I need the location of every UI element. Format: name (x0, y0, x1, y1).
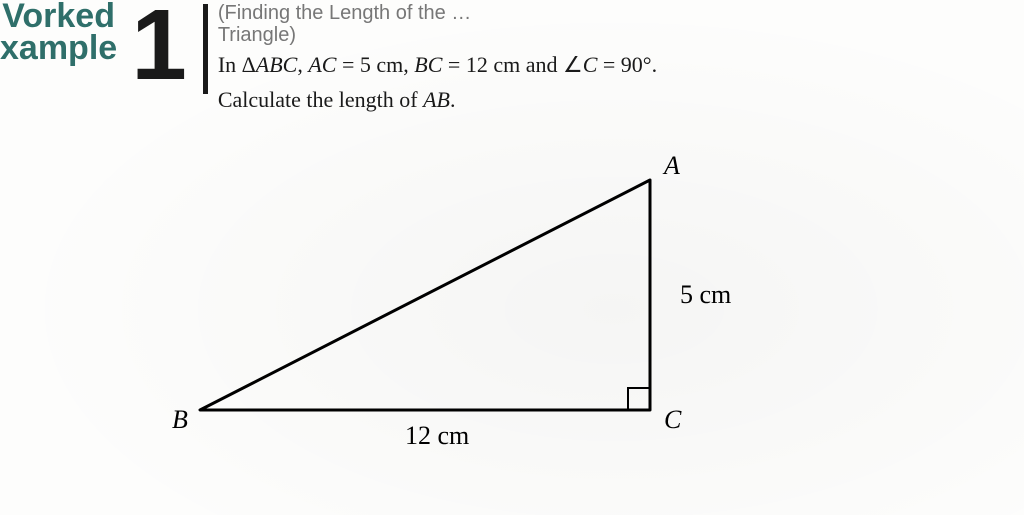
instruction-suffix: . (450, 87, 456, 112)
side2-eq: = 12 cm and ∠ (442, 52, 582, 77)
vertex-C-label: C (664, 405, 682, 434)
worked-example-label: Vorked xample (0, 0, 117, 65)
subtitle-line2: Triangle) (218, 24, 657, 46)
example-number: 1 (131, 0, 187, 90)
side-AC-label: 5 cm (680, 280, 731, 309)
statement-comma1: , (297, 52, 308, 77)
triangle-svg: ABC5 cm12 cm (180, 150, 800, 480)
problem-text-column: (Finding the Length of the … Triangle) I… (218, 0, 657, 116)
vertex-A-label: A (662, 151, 680, 180)
example-word: xample (0, 32, 117, 64)
problem-statement: In ΔABC, AC = 5 cm, BC = 12 cm and ∠C = … (218, 50, 657, 81)
header-row: Vorked xample 1 (Finding the Length of t… (0, 0, 657, 116)
worked-word: Vorked (2, 0, 115, 32)
triangle-diagram: ABC5 cm12 cm (180, 150, 800, 480)
vertex-B-label: B (172, 405, 188, 434)
side2-name: BC (414, 52, 442, 77)
angle-eq: = 90°. (597, 52, 657, 77)
side1-eq: = 5 cm, (336, 52, 414, 77)
vertical-divider (203, 4, 208, 94)
side-BC-label: 12 cm (405, 421, 469, 450)
triangle-name: ABC (256, 52, 298, 77)
subtitle-line1: (Finding the Length of the … (218, 2, 657, 24)
problem-instruction: Calculate the length of AB. (218, 85, 657, 116)
statement-prefix: In Δ (218, 52, 256, 77)
hypotenuse-name: AB (423, 87, 450, 112)
side1-name: AC (308, 52, 336, 77)
instruction-prefix: Calculate the length of (218, 87, 423, 112)
angle-name: C (583, 52, 598, 77)
